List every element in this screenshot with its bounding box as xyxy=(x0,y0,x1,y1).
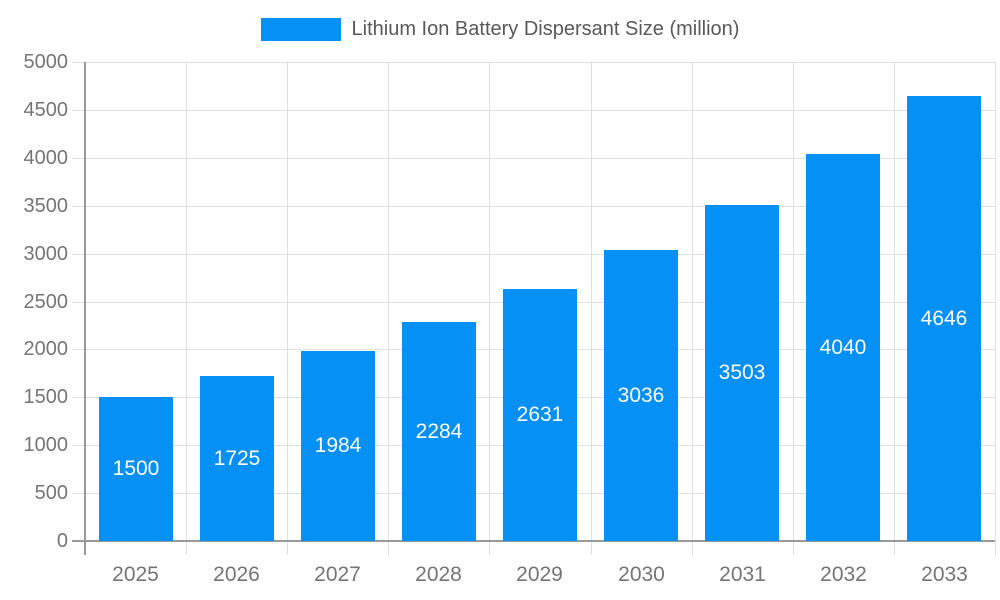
bar-value-label: 3503 xyxy=(718,361,766,384)
bar-value-label: 2284 xyxy=(415,419,463,443)
bar-2032[interactable]: 4040 xyxy=(806,154,880,541)
bar-2031[interactable]: 3503 xyxy=(705,205,779,541)
bar-value-label: 4646 xyxy=(920,306,968,330)
legend-label: Lithium Ion Battery Dispersant Size (mil… xyxy=(351,18,740,40)
bar-2026[interactable]: 1725 xyxy=(200,376,274,541)
bar-2027[interactable]: 1984 xyxy=(301,351,375,541)
y-axis-tick-label: 4000 xyxy=(23,147,69,169)
bar-value-label: 3036 xyxy=(617,383,665,407)
bar-value-label: 1725 xyxy=(213,446,261,470)
x-axis-label: 2025 xyxy=(112,563,159,586)
x-axis-label: 2033 xyxy=(921,563,968,586)
legend-swatch xyxy=(260,17,341,41)
x-axis-label: 2031 xyxy=(719,563,766,586)
gridline-vertical xyxy=(287,62,288,555)
gridline-horizontal xyxy=(72,254,995,255)
y-axis-tick-label: 2000 xyxy=(23,338,69,360)
x-axis-label: 2028 xyxy=(415,563,462,586)
bar-2033[interactable]: 4646 xyxy=(907,96,981,541)
y-axis-tick-label: 3000 xyxy=(23,243,69,265)
y-axis-line xyxy=(84,62,86,555)
x-axis-label: 2030 xyxy=(618,563,665,586)
y-axis-tick-label: 0 xyxy=(56,530,68,552)
y-axis-tick-label: 4500 xyxy=(23,99,69,121)
x-axis-label: 2029 xyxy=(516,563,563,586)
y-axis-tick-label: 1000 xyxy=(23,434,69,456)
gridline-vertical xyxy=(186,62,187,555)
bar-2028[interactable]: 2284 xyxy=(402,322,476,541)
legend[interactable]: Lithium Ion Battery Dispersant Size (mil… xyxy=(0,17,1000,41)
gridline-horizontal xyxy=(72,158,995,159)
bar-2029[interactable]: 2631 xyxy=(503,289,577,541)
y-axis-tick-label: 3500 xyxy=(23,195,69,217)
bar-value-label: 2631 xyxy=(516,403,564,426)
gridline-horizontal xyxy=(72,62,995,63)
gridline-horizontal xyxy=(72,110,995,111)
gridline-vertical xyxy=(894,62,895,555)
y-axis-tick-label: 5000 xyxy=(23,51,69,73)
y-axis-tick-label: 2500 xyxy=(23,291,69,313)
gridline-vertical xyxy=(793,62,794,555)
x-axis-label: 2027 xyxy=(314,563,361,586)
y-axis-tick-label: 1500 xyxy=(23,386,69,408)
bar-value-label: 4040 xyxy=(819,335,867,359)
gridline-vertical xyxy=(388,62,389,555)
gridline-vertical xyxy=(489,62,490,555)
gridline-horizontal xyxy=(72,206,995,207)
x-axis-label: 2032 xyxy=(820,563,867,586)
x-axis-label: 2026 xyxy=(213,563,260,586)
bar-value-label: 1500 xyxy=(112,457,160,480)
x-axis-line xyxy=(72,540,995,542)
gridline-vertical xyxy=(692,62,693,555)
gridline-vertical xyxy=(995,62,996,555)
y-axis-tick-label: 500 xyxy=(34,482,68,504)
bar-value-label: 1984 xyxy=(314,434,362,457)
gridline-vertical xyxy=(591,62,592,555)
bar-2030[interactable]: 3036 xyxy=(604,250,678,541)
bar-2025[interactable]: 1500 xyxy=(99,397,173,541)
